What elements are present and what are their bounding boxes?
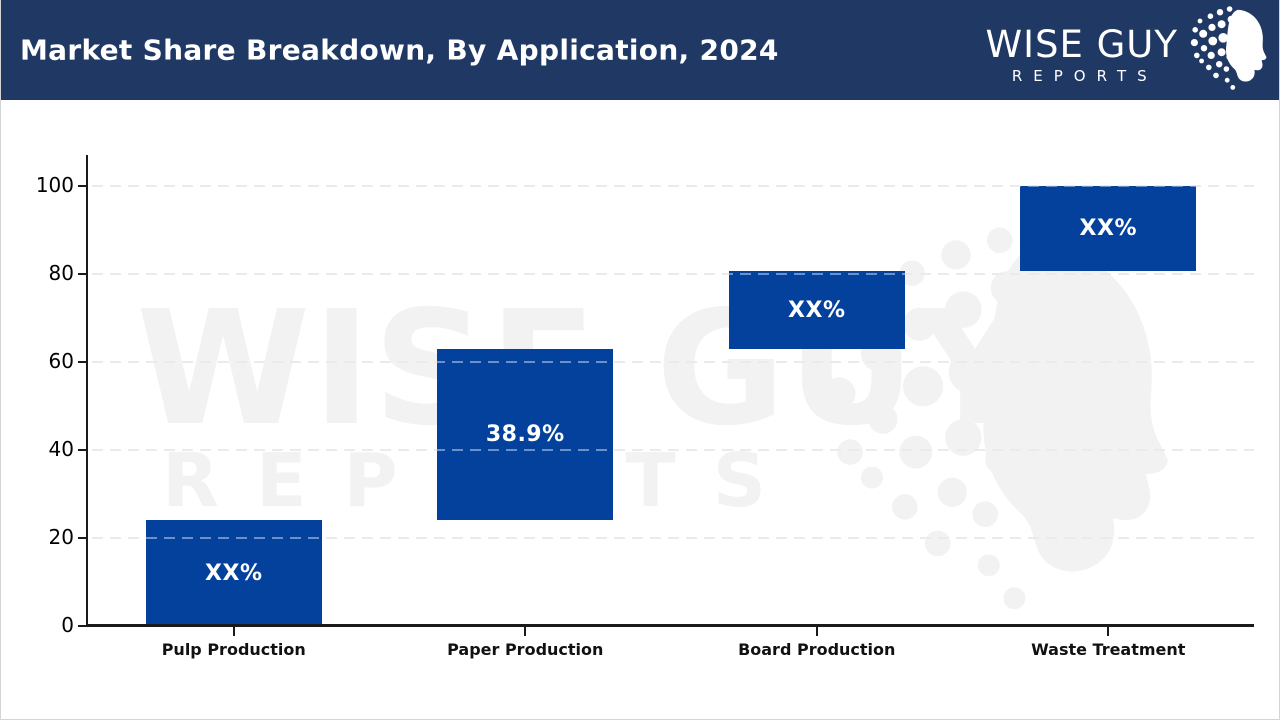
gridline bbox=[92, 185, 1254, 187]
bar-pulp-production: XX% bbox=[145, 520, 322, 626]
gridline-overlay bbox=[92, 537, 1254, 539]
bar-value-label: 38.9% bbox=[485, 422, 565, 448]
x-axis-label: Waste Treatment bbox=[1031, 640, 1186, 659]
gridline-overlay bbox=[92, 185, 1254, 187]
x-axis-label: Board Production bbox=[738, 640, 896, 659]
gridline bbox=[92, 361, 1254, 363]
page-title: Market Share Breakdown, By Application, … bbox=[20, 33, 779, 67]
gridline-overlay bbox=[92, 449, 1254, 451]
y-tick bbox=[78, 537, 87, 539]
bar-value-label: XX% bbox=[788, 297, 846, 323]
gridline bbox=[92, 273, 1254, 275]
y-tick-label: 40 bbox=[48, 437, 74, 461]
header-bar: Market Share Breakdown, By Application, … bbox=[0, 0, 1280, 100]
bar-waste-treatment: XX% bbox=[1020, 186, 1197, 271]
x-axis-label: Pulp Production bbox=[161, 640, 306, 659]
gridline bbox=[92, 537, 1254, 539]
y-tick bbox=[78, 449, 87, 451]
face-logo-icon bbox=[1190, 6, 1267, 90]
gridline-overlay bbox=[92, 273, 1254, 275]
x-axis-label: Paper Production bbox=[447, 640, 604, 659]
gridline bbox=[92, 449, 1254, 451]
x-tick bbox=[524, 627, 527, 636]
bar-value-label: XX% bbox=[205, 560, 263, 586]
y-tick bbox=[78, 361, 87, 363]
x-tick bbox=[815, 627, 818, 636]
brand-subname: REPORTS bbox=[1011, 67, 1158, 85]
x-tick bbox=[232, 627, 235, 636]
y-axis-line bbox=[86, 155, 88, 627]
bar-paper-production: 38.9% bbox=[437, 349, 614, 521]
y-tick-label: 20 bbox=[48, 525, 74, 549]
y-tick-label: 100 bbox=[35, 173, 74, 197]
y-tick-label: 0 bbox=[61, 613, 74, 637]
x-axis-line bbox=[86, 624, 1254, 627]
brand-logo: WISE GUY REPORTS bbox=[986, 4, 1270, 96]
y-tick bbox=[78, 273, 87, 275]
brand-name: WISE GUY bbox=[985, 23, 1178, 66]
gridline-overlay bbox=[92, 361, 1254, 363]
y-tick bbox=[78, 185, 87, 187]
bar-value-label: XX% bbox=[1079, 215, 1137, 241]
y-tick-label: 80 bbox=[48, 261, 74, 285]
x-tick bbox=[1107, 627, 1110, 636]
bar-board-production: XX% bbox=[728, 270, 905, 350]
brand-text: WISE GUY REPORTS bbox=[986, 26, 1178, 85]
y-tick bbox=[78, 625, 87, 627]
y-tick-label: 60 bbox=[48, 349, 74, 373]
